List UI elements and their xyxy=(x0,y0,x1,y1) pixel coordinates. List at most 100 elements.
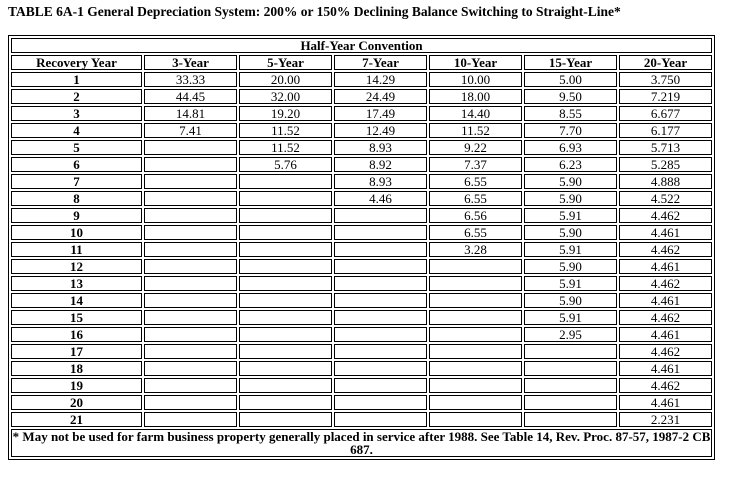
value-cell: 4.462 xyxy=(619,276,713,291)
table-footnote: * May not be used for farm business prop… xyxy=(11,429,713,457)
value-cell: 5.90 xyxy=(524,225,617,240)
value-cell: 6.56 xyxy=(429,208,522,223)
depreciation-table: Half-Year Convention Recovery Year 3-Yea… xyxy=(8,35,716,460)
table-row: 4 7.41 11.52 12.49 11.52 7.70 6.177 xyxy=(11,123,713,138)
value-cell: 5.90 xyxy=(524,174,617,189)
value-cell xyxy=(429,344,522,359)
value-cell xyxy=(334,293,427,308)
column-header-3-year: 3-Year xyxy=(144,55,237,70)
value-cell: 6.23 xyxy=(524,157,617,172)
column-header-10-year: 10-Year xyxy=(429,55,522,70)
value-cell: 6.55 xyxy=(429,225,522,240)
value-cell: 11.52 xyxy=(239,140,332,155)
value-cell: 33.33 xyxy=(144,72,237,87)
value-cell: 7.70 xyxy=(524,123,617,138)
value-cell: 2.95 xyxy=(524,327,617,342)
table-row: 18 4.461 xyxy=(11,361,713,376)
value-cell: 5.91 xyxy=(524,276,617,291)
value-cell: 6.177 xyxy=(619,123,713,138)
value-cell: 8.93 xyxy=(334,174,427,189)
table-row: 8 4.46 6.55 5.90 4.522 xyxy=(11,191,713,206)
value-cell xyxy=(524,412,617,427)
recovery-year-cell: 5 xyxy=(11,140,142,155)
value-cell: 4.461 xyxy=(619,361,713,376)
table-row: 12 5.90 4.461 xyxy=(11,259,713,274)
value-cell: 9.50 xyxy=(524,89,617,104)
value-cell xyxy=(144,225,237,240)
value-cell: 14.81 xyxy=(144,106,237,121)
value-cell xyxy=(524,344,617,359)
value-cell xyxy=(429,378,522,393)
value-cell xyxy=(429,276,522,291)
value-cell xyxy=(239,412,332,427)
value-cell: 4.461 xyxy=(619,327,713,342)
value-cell xyxy=(144,310,237,325)
value-cell: 5.90 xyxy=(524,293,617,308)
value-cell: 5.76 xyxy=(239,157,332,172)
table-row: 16 2.95 4.461 xyxy=(11,327,713,342)
value-cell: 5.713 xyxy=(619,140,713,155)
column-header-5-year: 5-Year xyxy=(239,55,332,70)
value-cell xyxy=(334,310,427,325)
recovery-year-cell: 11 xyxy=(11,242,142,257)
recovery-year-cell: 8 xyxy=(11,191,142,206)
value-cell: 6.677 xyxy=(619,106,713,121)
value-cell: 5.285 xyxy=(619,157,713,172)
value-cell: 6.55 xyxy=(429,191,522,206)
value-cell: 4.461 xyxy=(619,293,713,308)
table-row: 2 44.45 32.00 24.49 18.00 9.50 7.219 xyxy=(11,89,713,104)
value-cell xyxy=(239,378,332,393)
recovery-year-cell: 21 xyxy=(11,412,142,427)
column-header-15-year: 15-Year xyxy=(524,55,617,70)
column-header-20-year: 20-Year xyxy=(619,55,713,70)
value-cell: 11.52 xyxy=(239,123,332,138)
recovery-year-cell: 15 xyxy=(11,310,142,325)
table-row: 11 3.28 5.91 4.462 xyxy=(11,242,713,257)
table-body: 1 33.33 20.00 14.29 10.00 5.00 3.750 2 44.45 32.0… xyxy=(11,72,713,427)
value-cell: 32.00 xyxy=(239,89,332,104)
value-cell xyxy=(429,361,522,376)
value-cell xyxy=(144,276,237,291)
value-cell xyxy=(239,191,332,206)
table-row: 21 2.231 xyxy=(11,412,713,427)
value-cell xyxy=(429,327,522,342)
value-cell: 14.40 xyxy=(429,106,522,121)
value-cell xyxy=(239,395,332,410)
value-cell: 4.888 xyxy=(619,174,713,189)
value-cell xyxy=(334,378,427,393)
value-cell xyxy=(144,208,237,223)
value-cell xyxy=(144,293,237,308)
value-cell xyxy=(239,259,332,274)
recovery-year-cell: 17 xyxy=(11,344,142,359)
value-cell: 5.91 xyxy=(524,242,617,257)
value-cell xyxy=(429,310,522,325)
value-cell xyxy=(334,208,427,223)
table-row: 17 4.462 xyxy=(11,344,713,359)
page-title: TABLE 6A-1 General Depreciation System: … xyxy=(8,4,621,19)
column-header-recovery-year: Recovery Year xyxy=(11,55,142,70)
recovery-year-cell: 20 xyxy=(11,395,142,410)
value-cell: 3.750 xyxy=(619,72,713,87)
value-cell xyxy=(524,395,617,410)
recovery-year-cell: 9 xyxy=(11,208,142,223)
value-cell: 12.49 xyxy=(334,123,427,138)
value-cell: 7.219 xyxy=(619,89,713,104)
value-cell: 4.461 xyxy=(619,259,713,274)
recovery-year-cell: 1 xyxy=(11,72,142,87)
recovery-year-cell: 3 xyxy=(11,106,142,121)
value-cell: 5.90 xyxy=(524,191,617,206)
value-cell xyxy=(144,140,237,155)
recovery-year-cell: 19 xyxy=(11,378,142,393)
value-cell xyxy=(334,361,427,376)
value-cell xyxy=(334,242,427,257)
value-cell xyxy=(144,327,237,342)
table-row: 19 4.462 xyxy=(11,378,713,393)
value-cell: 5.91 xyxy=(524,310,617,325)
value-cell: 24.49 xyxy=(334,89,427,104)
recovery-year-cell: 16 xyxy=(11,327,142,342)
value-cell: 4.522 xyxy=(619,191,713,206)
value-cell xyxy=(239,208,332,223)
value-cell xyxy=(144,157,237,172)
value-cell xyxy=(239,293,332,308)
